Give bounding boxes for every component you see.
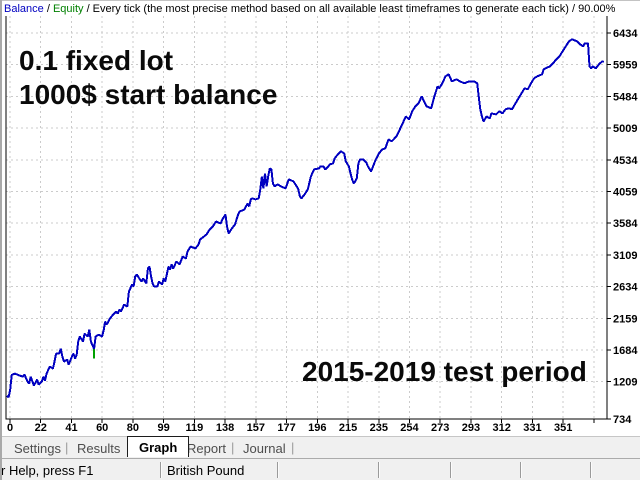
chart-description: Balance / Equity / Every tick (the most … <box>4 3 618 16</box>
equity-legend-label: Equity <box>52 3 84 15</box>
status-separator <box>378 462 380 478</box>
tab-report[interactable]: Report <box>187 441 227 456</box>
x-axis-label: 254 <box>400 422 419 434</box>
model-description: / Every tick (the most precise method ba… <box>83 3 616 15</box>
x-axis-label: 0 <box>7 422 13 434</box>
y-axis-label: 6434 <box>613 28 638 40</box>
x-axis-label: 119 <box>186 422 204 434</box>
y-axis-label: 2634 <box>613 282 638 294</box>
status-separator <box>160 462 162 478</box>
y-axis-label: 734 <box>613 414 632 426</box>
y-axis-label: 5959 <box>613 60 637 72</box>
x-axis-label: 331 <box>523 422 541 434</box>
y-axis-label: 4059 <box>613 187 637 199</box>
annotation-test-period: 2015-2019 test period <box>302 356 587 387</box>
balance-curve <box>6 38 605 398</box>
x-axis-label: 235 <box>370 422 388 434</box>
chart-annotation-top: 0.1 fixed lot 1000$ start balance <box>19 44 277 112</box>
annotation-lot-size: 0.1 fixed lot <box>19 45 174 76</box>
status-help-text: r Help, press F1 <box>1 463 94 478</box>
tab-settings[interactable]: Settings <box>14 441 61 456</box>
y-axis-label: 1209 <box>613 377 637 389</box>
status-separator <box>520 462 522 478</box>
x-axis-label: 157 <box>247 422 265 434</box>
status-bar: r Help, press F1 British Pound <box>0 458 640 480</box>
x-axis-label: 273 <box>431 422 449 434</box>
tab-separator: | <box>231 440 235 455</box>
tab-journal[interactable]: Journal <box>243 441 286 456</box>
x-axis-label: 138 <box>216 422 234 434</box>
x-axis-label: 80 <box>127 422 139 434</box>
x-axis-label: 215 <box>339 422 357 434</box>
y-axis-label: 5484 <box>613 91 638 103</box>
y-axis-label: 1684 <box>613 345 638 357</box>
balance-legend-label: Balance <box>4 3 44 15</box>
x-axis-label: 312 <box>493 422 511 434</box>
x-axis-label: 196 <box>308 422 326 434</box>
x-axis-label: 177 <box>277 422 295 434</box>
x-axis-label: 99 <box>158 422 170 434</box>
window-top-edge <box>0 0 640 1</box>
x-axis-label: 60 <box>96 422 108 434</box>
tab-separator: | <box>291 440 295 455</box>
legend-separator: / <box>43 3 53 15</box>
y-axis-label: 5009 <box>613 123 637 135</box>
x-axis-label: 41 <box>65 422 77 434</box>
status-separator <box>590 462 592 478</box>
annotation-start-balance: 1000$ start balance <box>19 79 278 110</box>
status-separator <box>277 462 279 478</box>
equity-chart: 6434595954845009453440593584310926342159… <box>5 5 638 434</box>
y-axis-label: 3584 <box>613 218 638 230</box>
x-axis-label: 351 <box>554 422 572 434</box>
tester-tabs-bar: Settings | Results Graph Report | Journa… <box>0 436 640 458</box>
status-symbol-field: British Pound <box>167 463 245 478</box>
y-axis-label: 4534 <box>613 155 638 167</box>
status-separator <box>450 462 452 478</box>
window-left-edge <box>0 0 2 480</box>
x-axis-label: 293 <box>462 422 480 434</box>
tab-separator: | <box>65 440 69 455</box>
x-axis-label: 22 <box>35 422 47 434</box>
y-axis-label: 3109 <box>613 250 637 262</box>
tab-graph-active[interactable]: Graph <box>127 436 190 457</box>
y-axis-label: 2159 <box>613 313 637 325</box>
tab-results[interactable]: Results <box>77 441 121 456</box>
